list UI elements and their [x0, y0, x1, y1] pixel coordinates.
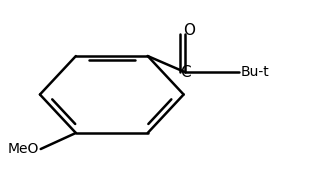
Text: Bu-t: Bu-t [240, 65, 269, 79]
Text: MeO: MeO [8, 142, 39, 156]
Text: O: O [183, 23, 195, 38]
Text: C: C [180, 65, 190, 80]
